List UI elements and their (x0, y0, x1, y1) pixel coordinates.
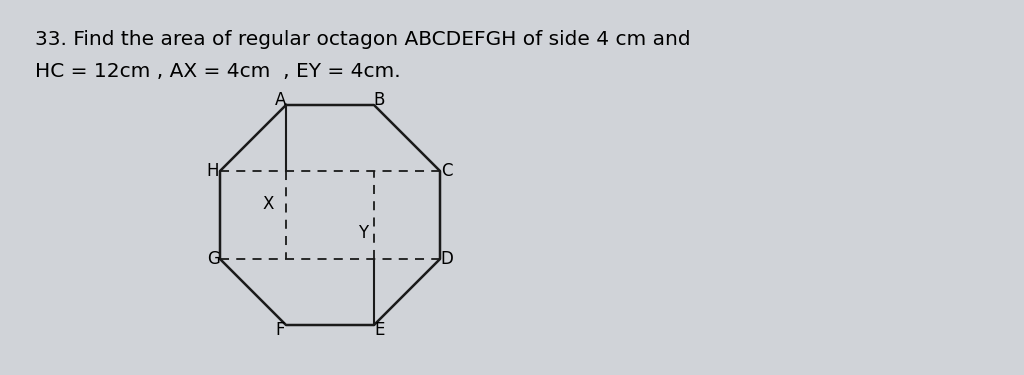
Text: D: D (440, 250, 454, 268)
Text: C: C (441, 162, 453, 180)
Text: HC = 12cm , AX = 4cm  , EY = 4cm.: HC = 12cm , AX = 4cm , EY = 4cm. (35, 62, 400, 81)
Text: G: G (207, 250, 219, 268)
Text: A: A (274, 91, 287, 109)
Text: E: E (374, 321, 385, 339)
Text: Y: Y (358, 224, 368, 242)
Text: 33. Find the area of regular octagon ABCDEFGH of side 4 cm and: 33. Find the area of regular octagon ABC… (35, 30, 690, 49)
Text: X: X (263, 195, 274, 213)
Text: B: B (374, 91, 385, 109)
Text: H: H (207, 162, 219, 180)
Text: F: F (275, 321, 286, 339)
